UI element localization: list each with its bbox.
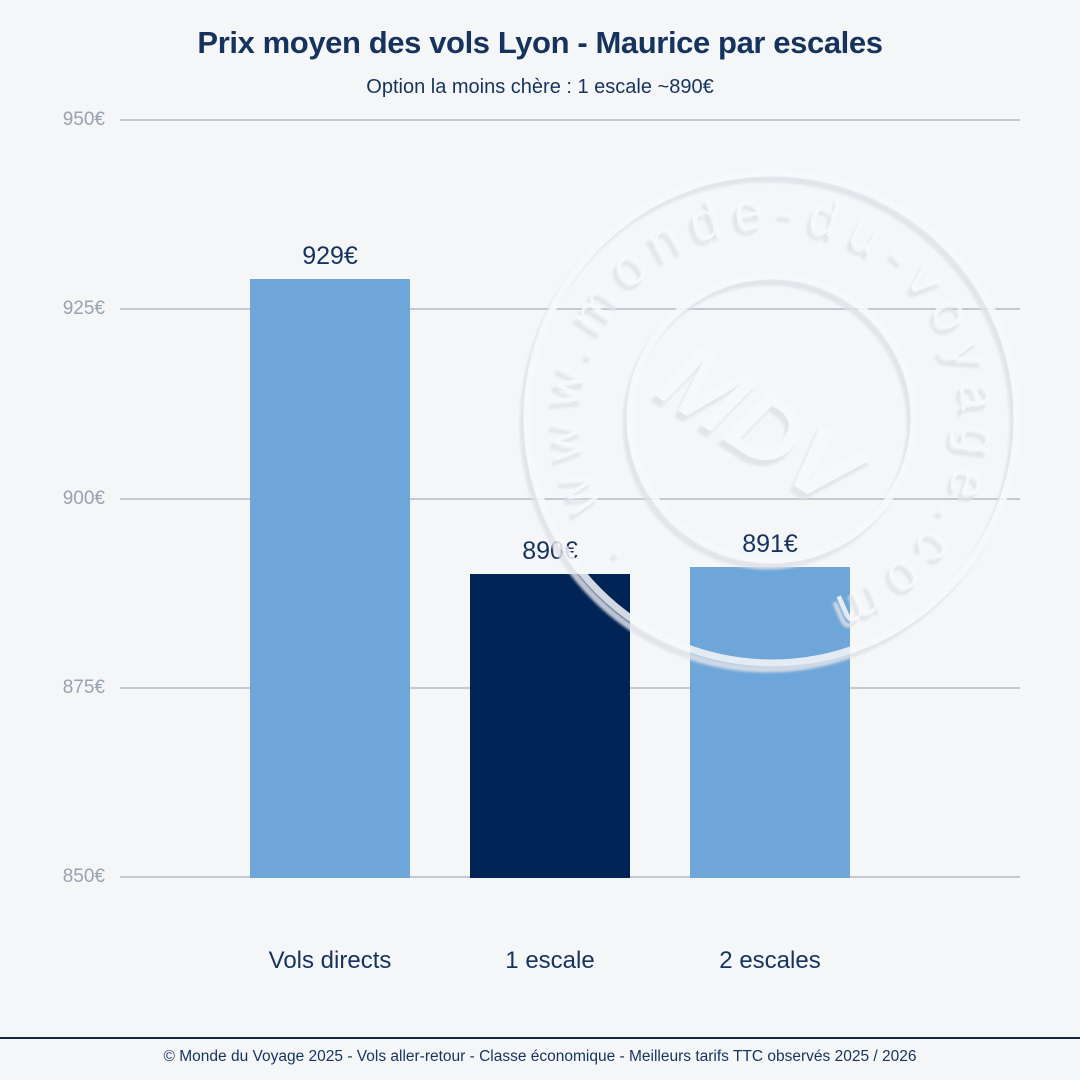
bar-value-label: 891€ [742,529,798,558]
y-axis-tick-label: 900€ [62,487,105,509]
bar-2-escales [690,566,850,878]
bar-value-label: 890€ [522,537,578,566]
y-axis-tick-label: 950€ [62,109,105,130]
x-axis-category-label: Vols directs [268,947,392,974]
chart-subtitle: Option la moins chère : 1 escale ~890€ [366,76,714,98]
bar-1-escale [470,574,630,878]
bar-vols-directs [250,278,410,878]
y-axis-tick-label: 875€ [62,676,105,698]
y-axis-tick-label: 850€ [62,866,105,887]
footer-credit: © Monde du Voyage 2025 - Vols aller-reto… [163,1048,917,1065]
gridline-950 [120,119,1020,121]
y-axis-tick-label: 925€ [62,298,105,320]
x-axis-category-label: 2 escales [719,947,821,974]
footer-divider [0,1037,1080,1039]
x-axis-category-label: 1 escale [505,947,595,974]
chart-title: Prix moyen des vols Lyon - Maurice par e… [197,25,883,60]
bar-value-label: 929€ [302,241,358,270]
